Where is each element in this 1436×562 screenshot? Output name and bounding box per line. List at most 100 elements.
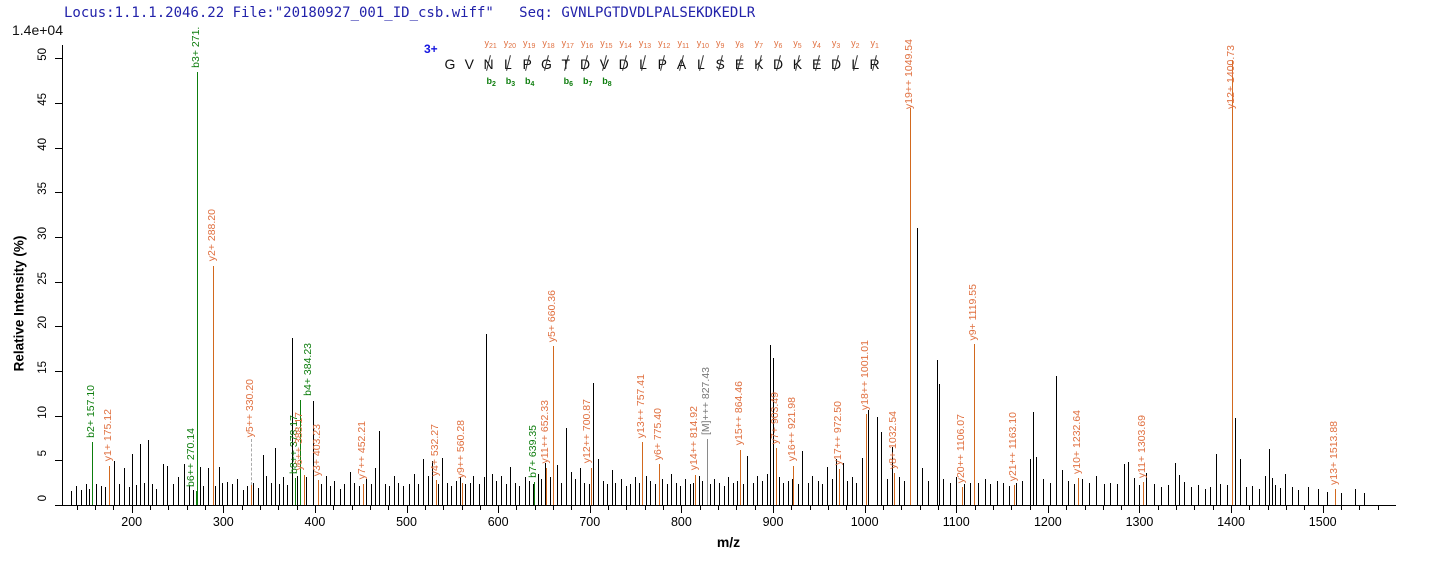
- x-major-tick: [956, 505, 958, 513]
- spectrum-peak: [247, 486, 249, 505]
- spectrum-header: Locus:1.1.1.2046.22 File:"20180927_001_I…: [64, 5, 755, 21]
- x-minor-tick: [608, 505, 610, 510]
- y-ion-marker: y10: [696, 38, 710, 50]
- y-ion-number: 9: [720, 43, 725, 50]
- spectrum-peak: [990, 484, 992, 505]
- spectrum-peak: [723, 486, 725, 505]
- spectrum-peak: [100, 486, 102, 505]
- x-minor-tick: [1121, 505, 1123, 510]
- y-tick-label: 10: [37, 405, 49, 419]
- spectrum-peak: [561, 482, 563, 505]
- ion-peak-label: y16++ 921.98: [786, 397, 799, 462]
- ion-peak-label: y14++ 814.92: [688, 406, 701, 471]
- y-major-tick: [55, 103, 63, 105]
- y-major-tick: [55, 371, 63, 373]
- spectrum-peak: [797, 484, 799, 505]
- spectrum-peak: [943, 479, 945, 505]
- x-major-tick: [773, 505, 775, 513]
- sequence-residue: V: [464, 56, 474, 72]
- spectrum-peak: [847, 480, 849, 505]
- spectrum-peak: [1240, 459, 1242, 505]
- spectrum-peak: [510, 466, 512, 505]
- x-minor-tick: [736, 505, 738, 510]
- y-ion-number: 21: [488, 43, 497, 50]
- spectrum-peak: [689, 483, 691, 505]
- x-minor-tick: [919, 505, 921, 510]
- b-ion-marker: b3: [505, 76, 516, 88]
- spectrum-peak: [393, 475, 395, 505]
- y-tick-label: 25: [37, 271, 49, 285]
- x-major-tick: [131, 505, 133, 513]
- x-minor-tick: [205, 505, 206, 510]
- ion-peak-label: y8+ 1032.54: [887, 410, 900, 469]
- ion-peak-y: [304, 474, 306, 505]
- spectrum-peak: [188, 485, 190, 505]
- spectrum-peak: [1285, 473, 1287, 505]
- x-minor-tick: [1286, 505, 1288, 510]
- spectrum-peak: [1167, 485, 1169, 505]
- spectrum-peak: [886, 479, 888, 505]
- spectrum-peak: [856, 482, 858, 505]
- spectrum-peak: [541, 479, 543, 505]
- spectrum-peak: [685, 479, 687, 505]
- x-minor-tick: [1377, 505, 1379, 510]
- x-minor-tick: [699, 505, 701, 510]
- spectrum-peak: [831, 479, 833, 505]
- ion-peak-M: [706, 438, 708, 505]
- spectrum-peak: [124, 468, 126, 505]
- spectrum-peak: [1029, 458, 1031, 505]
- spectrum-peak: [709, 484, 711, 505]
- spectrum-peak: [105, 487, 107, 505]
- y-ion-number: 15: [604, 43, 613, 50]
- sequence-label: Seq: GVNLPGTDVDLPALSEKDKEDLR: [519, 5, 756, 21]
- spectrum-peak: [592, 382, 594, 505]
- spectrum-peak: [279, 484, 281, 505]
- spectrum-peak: [1128, 462, 1130, 505]
- ion-peak-y: [546, 467, 548, 505]
- y-ion-number: 7: [759, 43, 764, 50]
- spectrum-peak: [634, 477, 636, 505]
- spectrum-peak: [266, 475, 268, 505]
- y-major-tick: [55, 415, 63, 417]
- spectrum-peak: [162, 463, 164, 505]
- y-major-tick: [55, 58, 63, 60]
- spectrum-peak: [817, 480, 819, 505]
- b-ion-number: 7: [588, 81, 593, 88]
- ion-peak-b: [195, 490, 197, 505]
- spectrum-peak: [446, 482, 448, 505]
- x-tick-label: 700: [579, 515, 601, 529]
- spectrum-peak: [418, 484, 420, 505]
- spectrum-peak: [792, 479, 794, 505]
- spectrum-peak: [203, 486, 205, 505]
- ion-peak-label: y15++ 864.46: [733, 381, 746, 446]
- x-minor-tick: [937, 505, 939, 510]
- x-minor-tick: [1029, 505, 1031, 510]
- spectrum-peak: [218, 466, 220, 505]
- spectrum-peak: [413, 473, 415, 505]
- spectrum-peak: [1061, 470, 1063, 505]
- spectrum-peak: [698, 475, 700, 505]
- spectrum-peak: [1178, 474, 1180, 505]
- spectrum-peak: [963, 484, 965, 505]
- spectrum-peak: [1264, 476, 1266, 505]
- spectrum-peak: [802, 451, 804, 505]
- spectrum-peak: [1252, 486, 1254, 505]
- y-ion-number: 13: [643, 43, 652, 50]
- spectrum-peak: [282, 477, 284, 505]
- x-major-tick: [1322, 505, 1324, 513]
- y-ion-number: 17: [566, 43, 574, 50]
- ion-peak-y: [1335, 488, 1337, 505]
- spectrum-peak: [898, 477, 900, 505]
- y-ion-number: 16: [585, 43, 594, 50]
- spectrum-peak: [1341, 492, 1343, 505]
- spectrum-peak: [442, 457, 444, 505]
- ion-peak-label: y9+ 1119.55: [967, 283, 980, 341]
- spectrum-peak: [728, 477, 730, 505]
- b-ion-number: 8: [607, 81, 612, 88]
- spectrum-peak: [1245, 487, 1247, 505]
- x-minor-tick: [974, 505, 976, 510]
- x-tick-label: 900: [762, 515, 784, 529]
- ion-peak-y: [839, 469, 841, 505]
- ion-peak-y: [894, 472, 896, 505]
- spectrum-peak: [1220, 483, 1222, 505]
